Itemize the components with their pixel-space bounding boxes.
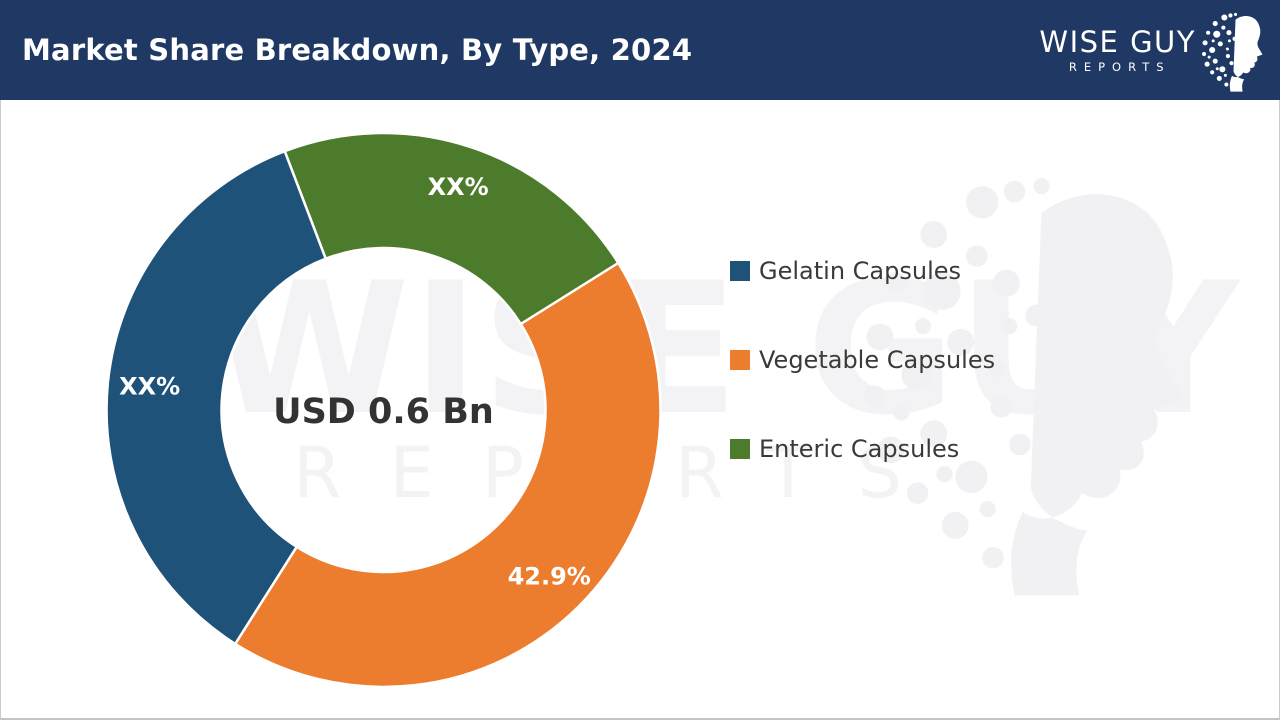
brand-face-icon bbox=[1202, 12, 1263, 92]
chart-legend: Gelatin Capsules Vegetable Capsules Enteri… bbox=[730, 256, 995, 523]
legend-label: Enteric Capsules bbox=[759, 435, 960, 463]
donut-chart: XX% 42.9% XX% USD 0.6 Bn bbox=[105, 131, 662, 689]
brand-subname: REPORTS bbox=[1068, 60, 1171, 75]
brand-name: WISE GUY bbox=[1039, 25, 1196, 60]
chart-area: WISE GUY REPORTS XX%42.9%XX%USD 0.6 Bn G… bbox=[0, 100, 1280, 720]
page-title: Market Share Breakdown, By Type, 2024 bbox=[22, 33, 693, 67]
legend-swatch-enteric-capsules bbox=[730, 439, 750, 459]
brand-logo-text: WISE GUY REPORTS bbox=[1039, 28, 1196, 74]
slice-vegetable-capsules bbox=[233, 261, 662, 689]
slice-label-enteric-capsules: XX% bbox=[428, 173, 489, 201]
header-bar: Market Share Breakdown, By Type, 2024 WI… bbox=[0, 0, 1280, 100]
donut-center-label: USD 0.6 Bn bbox=[273, 392, 494, 432]
slice-gelatin-capsules bbox=[105, 149, 327, 646]
legend-label: Gelatin Capsules bbox=[759, 257, 962, 285]
legend-item-vegetable-capsules: Vegetable Capsules bbox=[730, 345, 995, 375]
legend-swatch-gelatin-capsules bbox=[730, 261, 750, 281]
slice-enteric-capsules bbox=[283, 131, 620, 326]
legend-swatch-vegetable-capsules bbox=[730, 350, 750, 370]
legend-item-enteric-capsules: Enteric Capsules bbox=[730, 434, 995, 464]
slice-label-vegetable-capsules: 42.9% bbox=[508, 563, 591, 591]
legend-label: Vegetable Capsules bbox=[759, 346, 996, 374]
legend-item-gelatin-capsules: Gelatin Capsules bbox=[730, 256, 995, 286]
brand-logo: WISE GUY REPORTS bbox=[1039, 10, 1266, 92]
slice-label-gelatin-capsules: XX% bbox=[119, 373, 180, 401]
